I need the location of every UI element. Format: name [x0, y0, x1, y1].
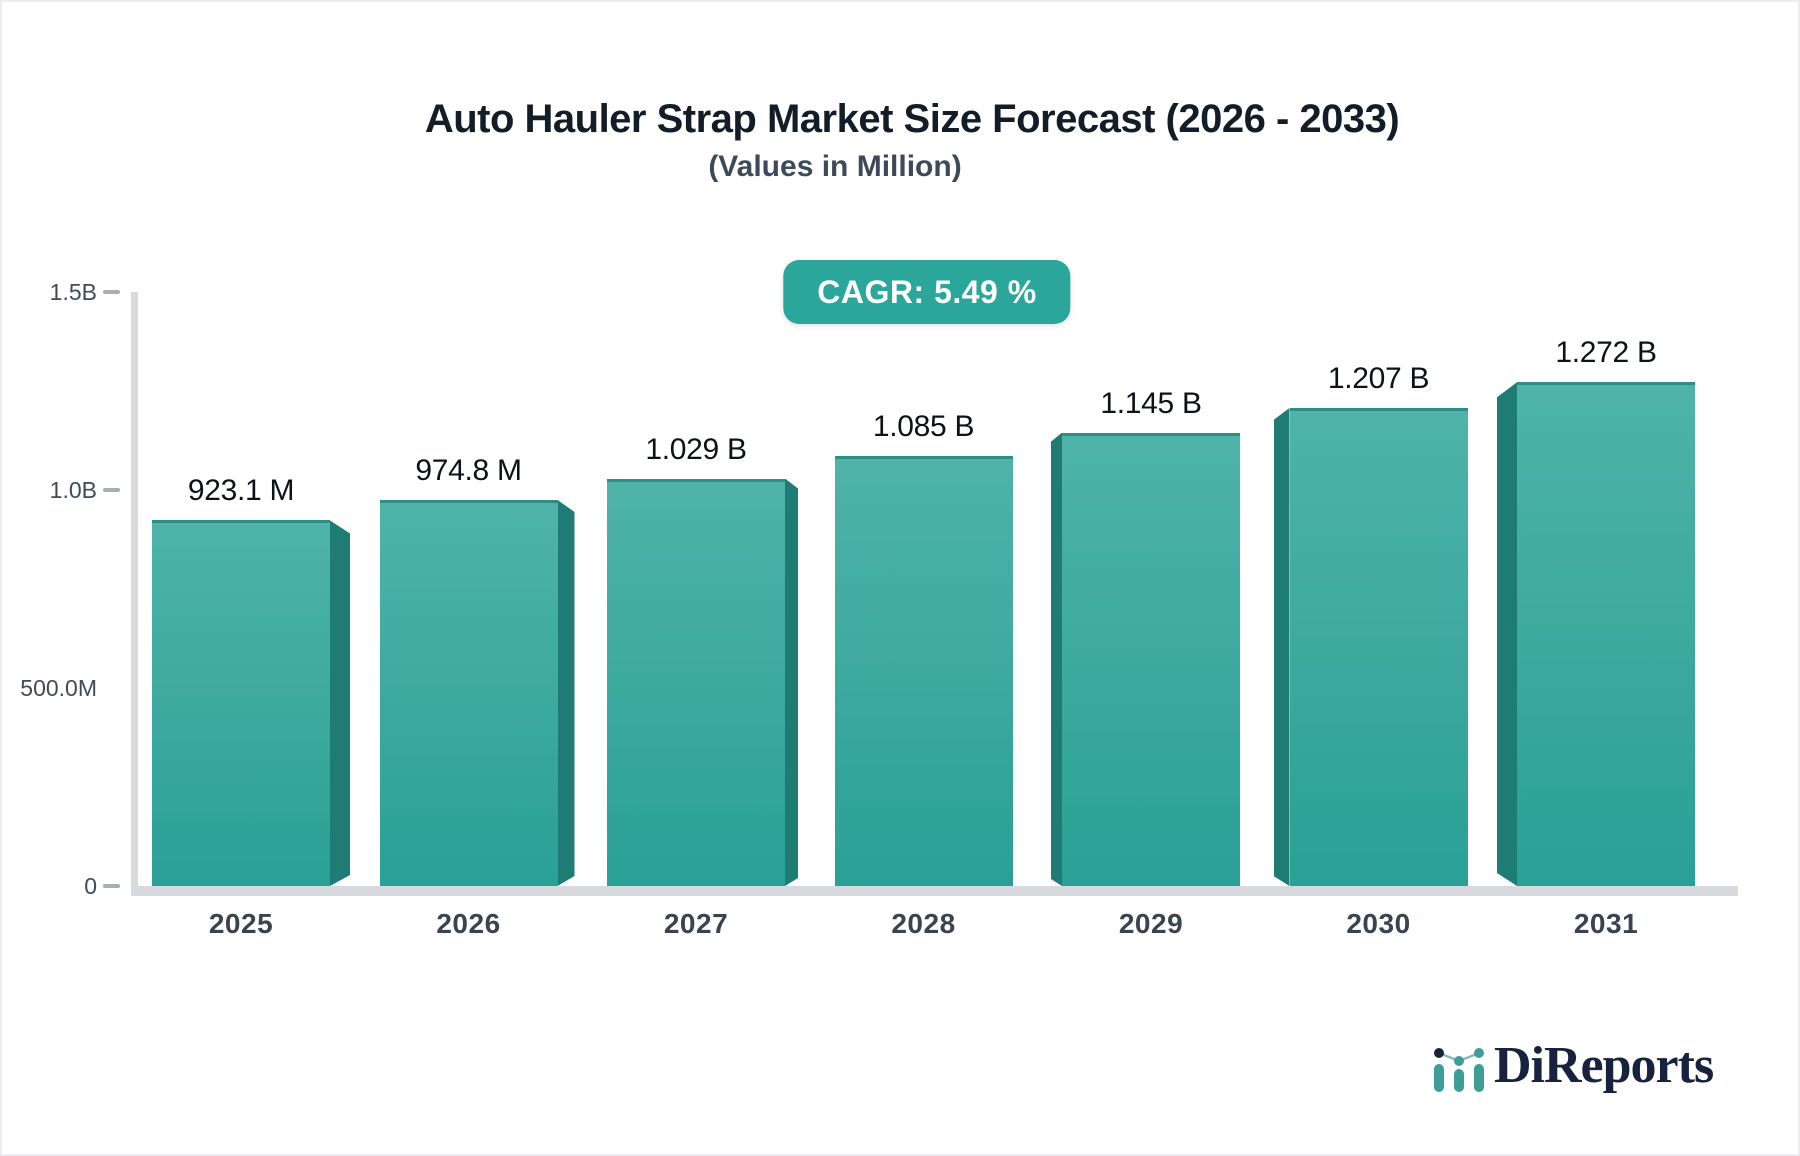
x-axis-label: 2027 — [663, 908, 729, 939]
bar-value-label: 1.145 B — [1100, 386, 1202, 420]
bar-side-face — [330, 520, 350, 886]
bar-value-label: 1.207 B — [1327, 362, 1430, 396]
mini-bar-chart-icon — [1434, 1048, 1484, 1092]
y-tick-label: 0 — [84, 873, 97, 899]
bar-2029 — [1062, 432, 1240, 886]
y-tick-label: 1.5B — [49, 279, 97, 305]
bar-2025 — [152, 520, 330, 886]
bar-side-face — [1051, 433, 1062, 886]
x-axis-label: 2030 — [1346, 908, 1411, 939]
y-tick-label: 500.0M — [20, 675, 97, 701]
y-tick-label: 1.0B — [49, 477, 97, 503]
bar-value-label: 1.272 B — [1555, 336, 1657, 370]
x-axis-label: 2025 — [208, 908, 274, 939]
bar-side-face — [785, 479, 798, 886]
direports-logo: DiReports — [1434, 1037, 1714, 1094]
x-axis-baseline — [131, 886, 1738, 896]
bar-2031 — [1517, 382, 1695, 886]
y-tick-dash — [103, 488, 120, 492]
chart-subtitle: (Values in Million) — [708, 150, 962, 183]
x-axis-label: 2031 — [1573, 908, 1639, 939]
bar-2027 — [607, 478, 785, 886]
x-axis-label: 2028 — [891, 908, 956, 939]
bar-2030 — [1289, 408, 1468, 886]
bar-side-face — [1497, 382, 1517, 886]
chart-title: Auto Hauler Strap Market Size Forecast (… — [424, 97, 1400, 141]
bar-value-label: 1.085 B — [872, 410, 975, 444]
y-axis-line — [131, 292, 138, 892]
y-tick-dash — [103, 884, 120, 888]
bar-2028 — [834, 456, 1013, 886]
bar-2026 — [379, 499, 558, 886]
bar-value-label: 974.8 M — [415, 453, 522, 487]
bar-value-label: 1.029 B — [645, 432, 747, 466]
bar-side-face — [558, 500, 575, 886]
y-tick-dash — [103, 290, 120, 294]
x-axis-label: 2026 — [436, 908, 501, 939]
logo-text: DiReports — [1494, 1037, 1714, 1094]
x-axis-label: 2029 — [1118, 908, 1184, 939]
cagr-badge: CAGR: 5.49 % — [783, 260, 1071, 324]
bar-value-label: 923.1 M — [187, 474, 295, 508]
bar-side-face — [1274, 408, 1290, 886]
